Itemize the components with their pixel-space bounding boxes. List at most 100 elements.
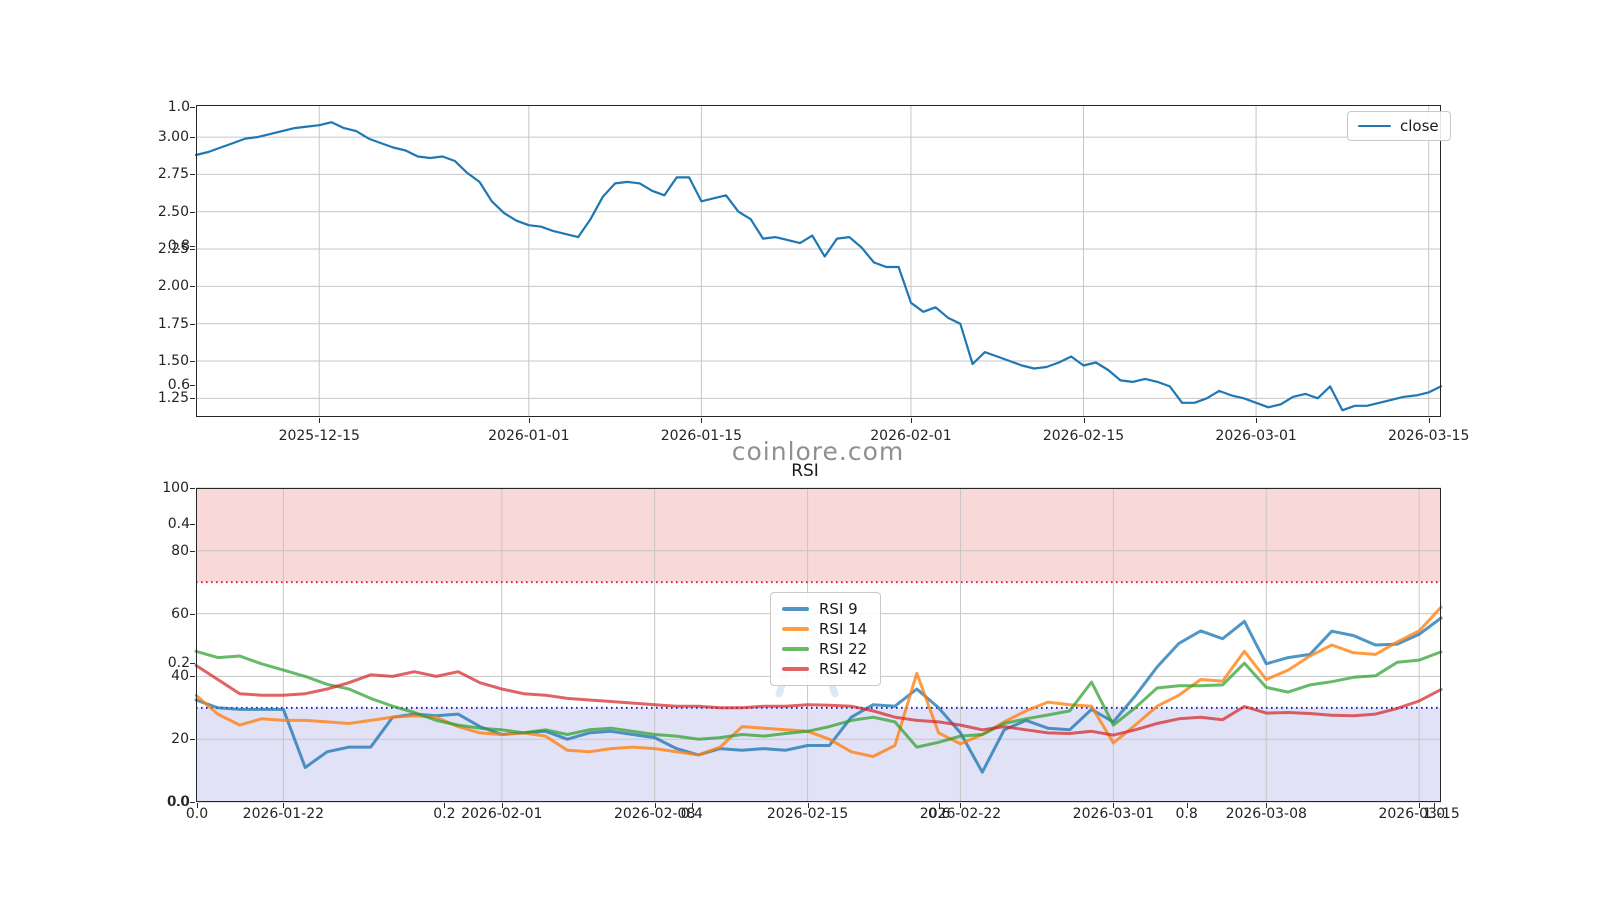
tick-label: 2026-02-15	[1042, 428, 1125, 444]
rsi14-line-swatch	[782, 627, 809, 631]
tick-label: 0.6	[928, 806, 951, 822]
tick-label: 0.2	[167, 655, 190, 671]
legend-label-close: close	[1400, 117, 1439, 135]
tick-label: 2026-02-08	[613, 806, 696, 822]
series-line-close	[194, 121, 1443, 412]
axis-tick	[190, 174, 195, 176]
tick-label: 2026-02-15	[766, 806, 849, 822]
axis-tick	[190, 398, 195, 400]
tick-label: 2026-01-01	[488, 428, 570, 444]
axis-tick	[190, 663, 195, 664]
rsi-chart-title: RSI	[791, 461, 819, 481]
rsi-legend: RSI 9 RSI 14 RSI 22 RSI 42	[770, 592, 882, 686]
tick-label: 2026-02-22	[919, 806, 1002, 822]
tick-label: 1.0	[167, 99, 190, 115]
axis-tick	[190, 613, 195, 615]
tick-label: 0.8	[167, 238, 190, 254]
legend-label-rsi9: RSI 9	[819, 600, 858, 618]
rsi42-line-swatch	[782, 667, 809, 671]
tick-label: 0.0	[166, 794, 189, 810]
axis-tick	[319, 418, 321, 423]
axis-tick	[190, 524, 195, 525]
axis-tick	[691, 803, 693, 808]
axis-tick	[1434, 803, 1435, 808]
legend-row-rsi9: RSI 9	[782, 599, 867, 619]
axis-tick	[1419, 803, 1421, 808]
tick-label: 2026-03-01	[1072, 806, 1155, 822]
axis-tick	[190, 137, 195, 139]
tick-label: 0.0	[185, 806, 209, 822]
tick-label: 2026-01-15	[660, 428, 743, 444]
legend-row-close: close	[1358, 117, 1439, 135]
axis-tick	[283, 803, 285, 808]
axis-tick	[501, 803, 503, 808]
axis-tick	[910, 418, 912, 423]
axis-tick	[190, 107, 195, 108]
tick-label: 0.2	[433, 806, 456, 822]
tick-label: 2026-01-22	[242, 806, 325, 822]
axis-tick	[654, 803, 656, 808]
tick-label: 2026-02-01	[461, 806, 543, 822]
legend-row-rsi22: RSI 22	[782, 639, 867, 659]
tick-label: 2026-03-15	[1378, 806, 1460, 822]
rsi-chart-canvas	[194, 487, 1443, 803]
close-price-chart	[194, 105, 1443, 417]
rsi22-line-swatch	[782, 647, 809, 651]
tick-label: 2.25	[157, 241, 189, 258]
tick-label: 1.50	[157, 353, 189, 370]
axis-tick	[190, 739, 195, 741]
axis-tick	[190, 211, 195, 213]
tick-label: 1.75	[157, 315, 189, 332]
axis-tick	[190, 550, 195, 552]
axis-tick	[1186, 803, 1188, 808]
axis-tick	[1113, 803, 1115, 808]
tick-label: 2026-02-01	[870, 428, 952, 444]
tick-label: 80	[171, 542, 189, 559]
rsi-chart	[194, 487, 1443, 803]
tick-label: 0.6	[167, 377, 190, 393]
axis-tick	[701, 418, 703, 423]
tick-label: 2026-03-08	[1225, 806, 1307, 822]
axis-tick	[190, 286, 195, 288]
legend-row-rsi42: RSI 42	[782, 659, 867, 679]
legend-label-rsi22: RSI 22	[819, 640, 868, 658]
tick-label: 2.00	[157, 278, 189, 295]
axis-tick	[1256, 418, 1258, 423]
axis-tick	[190, 249, 195, 251]
axis-tick	[807, 803, 809, 808]
series-line-rsi-42	[194, 663, 1443, 737]
axis-tick	[190, 323, 195, 325]
tick-label: 2.50	[157, 203, 189, 220]
axis-tick	[1266, 803, 1268, 808]
tick-label: 60	[171, 605, 189, 622]
legend-label-rsi14: RSI 14	[819, 620, 868, 638]
axis-tick	[528, 418, 530, 423]
tick-label: 0.8	[1175, 806, 1198, 822]
legend-label-rsi42: RSI 42	[819, 660, 868, 678]
axis-tick	[939, 803, 941, 808]
axis-tick	[190, 246, 195, 247]
axis-tick	[960, 803, 962, 808]
tick-label: 3.00	[157, 129, 189, 146]
tick-label: 1.0	[1422, 806, 1446, 822]
axis-tick	[190, 488, 195, 489]
axis-tick	[190, 385, 195, 386]
tick-label: 100	[162, 480, 189, 496]
price-legend: close	[1347, 111, 1451, 141]
axis-tick	[444, 803, 446, 808]
series-line-rsi-14	[194, 605, 1443, 758]
tick-label: 0.0	[167, 794, 190, 810]
axis-tick	[190, 676, 195, 678]
axis-tick	[1428, 418, 1430, 423]
coinlore-watermark: coinlore.com	[731, 437, 905, 466]
axis-tick	[190, 802, 195, 803]
tick-label: 0.4	[167, 516, 190, 532]
tick-label: 2025-12-15	[278, 428, 360, 444]
tick-label: 40	[171, 668, 189, 685]
tick-label: 0.4	[680, 806, 703, 822]
axis-tick	[1083, 418, 1085, 423]
price-chart-canvas	[194, 105, 1443, 417]
series-line-rsi-22	[194, 649, 1443, 749]
legend-row-rsi14: RSI 14	[782, 619, 867, 639]
